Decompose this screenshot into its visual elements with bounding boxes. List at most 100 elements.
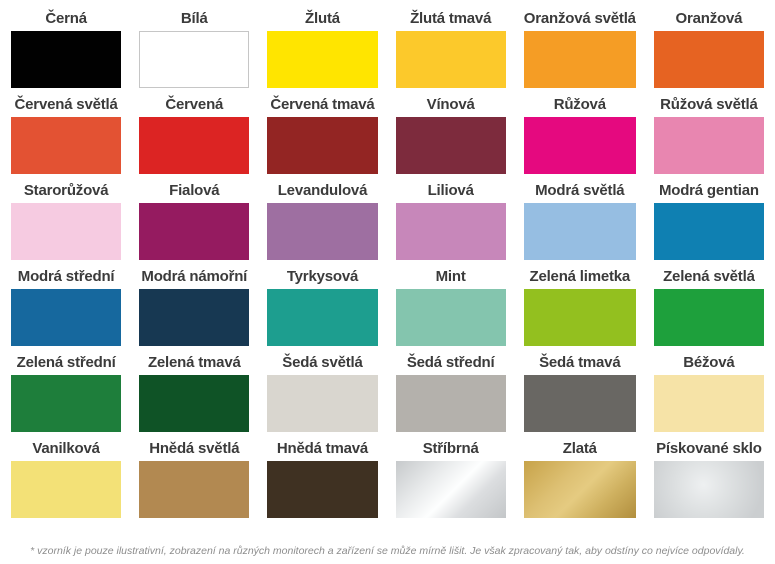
swatch-color-box <box>395 375 506 432</box>
swatch-cell-25: Zelená střední <box>11 351 122 432</box>
swatch-label: Oranžová světlá <box>523 10 636 27</box>
swatch-cell-7: Červená světlá <box>11 93 122 174</box>
swatch-cell-5: Oranžová světlá <box>523 7 636 88</box>
swatch-cell-21: Tyrkysová <box>267 265 378 346</box>
swatch-cell-12: Růžová světlá <box>653 93 764 174</box>
swatch-label: Modrá gentian <box>658 182 759 199</box>
swatch-label: Bílá <box>180 10 208 27</box>
swatch-color-box <box>653 461 764 518</box>
swatch-cell-29: Šedá tmavá <box>523 351 636 432</box>
swatch-label: Zelená světlá <box>663 268 755 285</box>
swatch-color-box <box>267 375 378 432</box>
swatch-label: Modrá střední <box>17 268 115 285</box>
swatch-color-box <box>139 289 250 346</box>
swatch-color-box <box>395 461 506 518</box>
swatch-label: Pískované sklo <box>656 440 762 457</box>
swatch-cell-14: Fialová <box>139 179 250 260</box>
swatch-color-box <box>653 203 764 260</box>
swatch-label: Hnědá tmavá <box>276 440 369 457</box>
swatch-cell-26: Zelená tmavá <box>139 351 250 432</box>
swatch-cell-16: Liliová <box>395 179 506 260</box>
swatch-label: Červená <box>165 96 224 113</box>
swatch-cell-19: Modrá střední <box>11 265 122 346</box>
swatch-cell-15: Levandulová <box>267 179 378 260</box>
swatch-label: Fialová <box>169 182 220 199</box>
swatch-cell-23: Zelená limetka <box>523 265 636 346</box>
swatch-label: Žlutá tmavá <box>410 10 492 27</box>
swatch-color-box <box>267 289 378 346</box>
swatch-cell-10: Vínová <box>395 93 506 174</box>
swatch-label: Žlutá <box>305 10 340 27</box>
swatch-cell-22: Mint <box>395 265 506 346</box>
swatch-color-box <box>653 117 764 174</box>
swatch-cell-35: Zlatá <box>523 437 636 518</box>
swatch-label: Vínová <box>426 96 475 113</box>
swatch-color-box <box>653 31 764 88</box>
swatch-color-box <box>395 203 506 260</box>
swatch-color-box <box>11 117 122 174</box>
swatch-label: Zlatá <box>562 440 597 457</box>
swatch-cell-33: Hnědá tmavá <box>267 437 378 518</box>
swatch-color-box <box>267 203 378 260</box>
swatch-cell-17: Modrá světlá <box>523 179 636 260</box>
swatch-cell-2: Bílá <box>139 7 250 88</box>
swatch-color-box <box>11 289 122 346</box>
swatch-cell-30: Béžová <box>653 351 764 432</box>
swatch-cell-4: Žlutá tmavá <box>395 7 506 88</box>
swatch-label: Tyrkysová <box>286 268 359 285</box>
disclaimer-footnote: * vzorník je pouze ilustrativní, zobraze… <box>30 545 745 557</box>
swatch-cell-13: Starorůžová <box>11 179 122 260</box>
swatch-label: Levandulová <box>277 182 368 199</box>
swatch-cell-8: Červená <box>139 93 250 174</box>
swatch-cell-36: Pískované sklo <box>653 437 764 518</box>
swatch-label: Zelená limetka <box>529 268 631 285</box>
swatch-label: Zelená střední <box>16 354 116 371</box>
swatch-label: Šedá světlá <box>282 354 363 371</box>
swatch-color-box <box>139 375 250 432</box>
swatch-cell-24: Zelená světlá <box>653 265 764 346</box>
swatch-label: Stříbrná <box>422 440 479 457</box>
color-swatch-grid: Černá Bílá Žlutá Žlutá tmavá Oranžová sv… <box>11 7 764 518</box>
swatch-cell-1: Černá <box>11 7 122 88</box>
swatch-label: Šedá tmavá <box>539 354 621 371</box>
swatch-cell-34: Stříbrná <box>395 437 506 518</box>
swatch-color-box <box>523 289 636 346</box>
swatch-label: Červená tmavá <box>270 96 375 113</box>
swatch-label: Hnědá světlá <box>149 440 240 457</box>
swatch-color-box <box>267 117 378 174</box>
swatch-cell-31: Vanilková <box>11 437 122 518</box>
swatch-color-box <box>653 375 764 432</box>
swatch-cell-28: Šedá střední <box>395 351 506 432</box>
swatch-cell-20: Modrá námořní <box>139 265 250 346</box>
swatch-label: Starorůžová <box>23 182 109 199</box>
swatch-cell-3: Žlutá <box>267 7 378 88</box>
swatch-color-box <box>395 289 506 346</box>
swatch-color-box <box>395 31 506 88</box>
swatch-color-box <box>653 289 764 346</box>
swatch-label: Růžová <box>553 96 606 113</box>
swatch-color-box <box>523 375 636 432</box>
swatch-color-box <box>523 117 636 174</box>
swatch-cell-6: Oranžová <box>653 7 764 88</box>
swatch-color-box <box>139 203 250 260</box>
swatch-label: Mint <box>435 268 466 285</box>
swatch-label: Červená světlá <box>14 96 118 113</box>
swatch-label: Oranžová <box>675 10 743 27</box>
swatch-label: Liliová <box>427 182 474 199</box>
swatch-label: Šedá střední <box>406 354 495 371</box>
swatch-color-box <box>267 461 378 518</box>
swatch-cell-32: Hnědá světlá <box>139 437 250 518</box>
swatch-cell-27: Šedá světlá <box>267 351 378 432</box>
swatch-label: Černá <box>45 10 87 27</box>
swatch-cell-11: Růžová <box>523 93 636 174</box>
swatch-color-box <box>11 203 122 260</box>
swatch-color-box <box>523 203 636 260</box>
swatch-color-box <box>11 461 122 518</box>
swatch-color-box <box>395 117 506 174</box>
swatch-cell-18: Modrá gentian <box>653 179 764 260</box>
swatch-label: Vanilková <box>32 440 100 457</box>
swatch-color-box <box>139 117 250 174</box>
swatch-color-box <box>139 461 250 518</box>
swatch-color-box <box>11 31 122 88</box>
swatch-cell-9: Červená tmavá <box>267 93 378 174</box>
